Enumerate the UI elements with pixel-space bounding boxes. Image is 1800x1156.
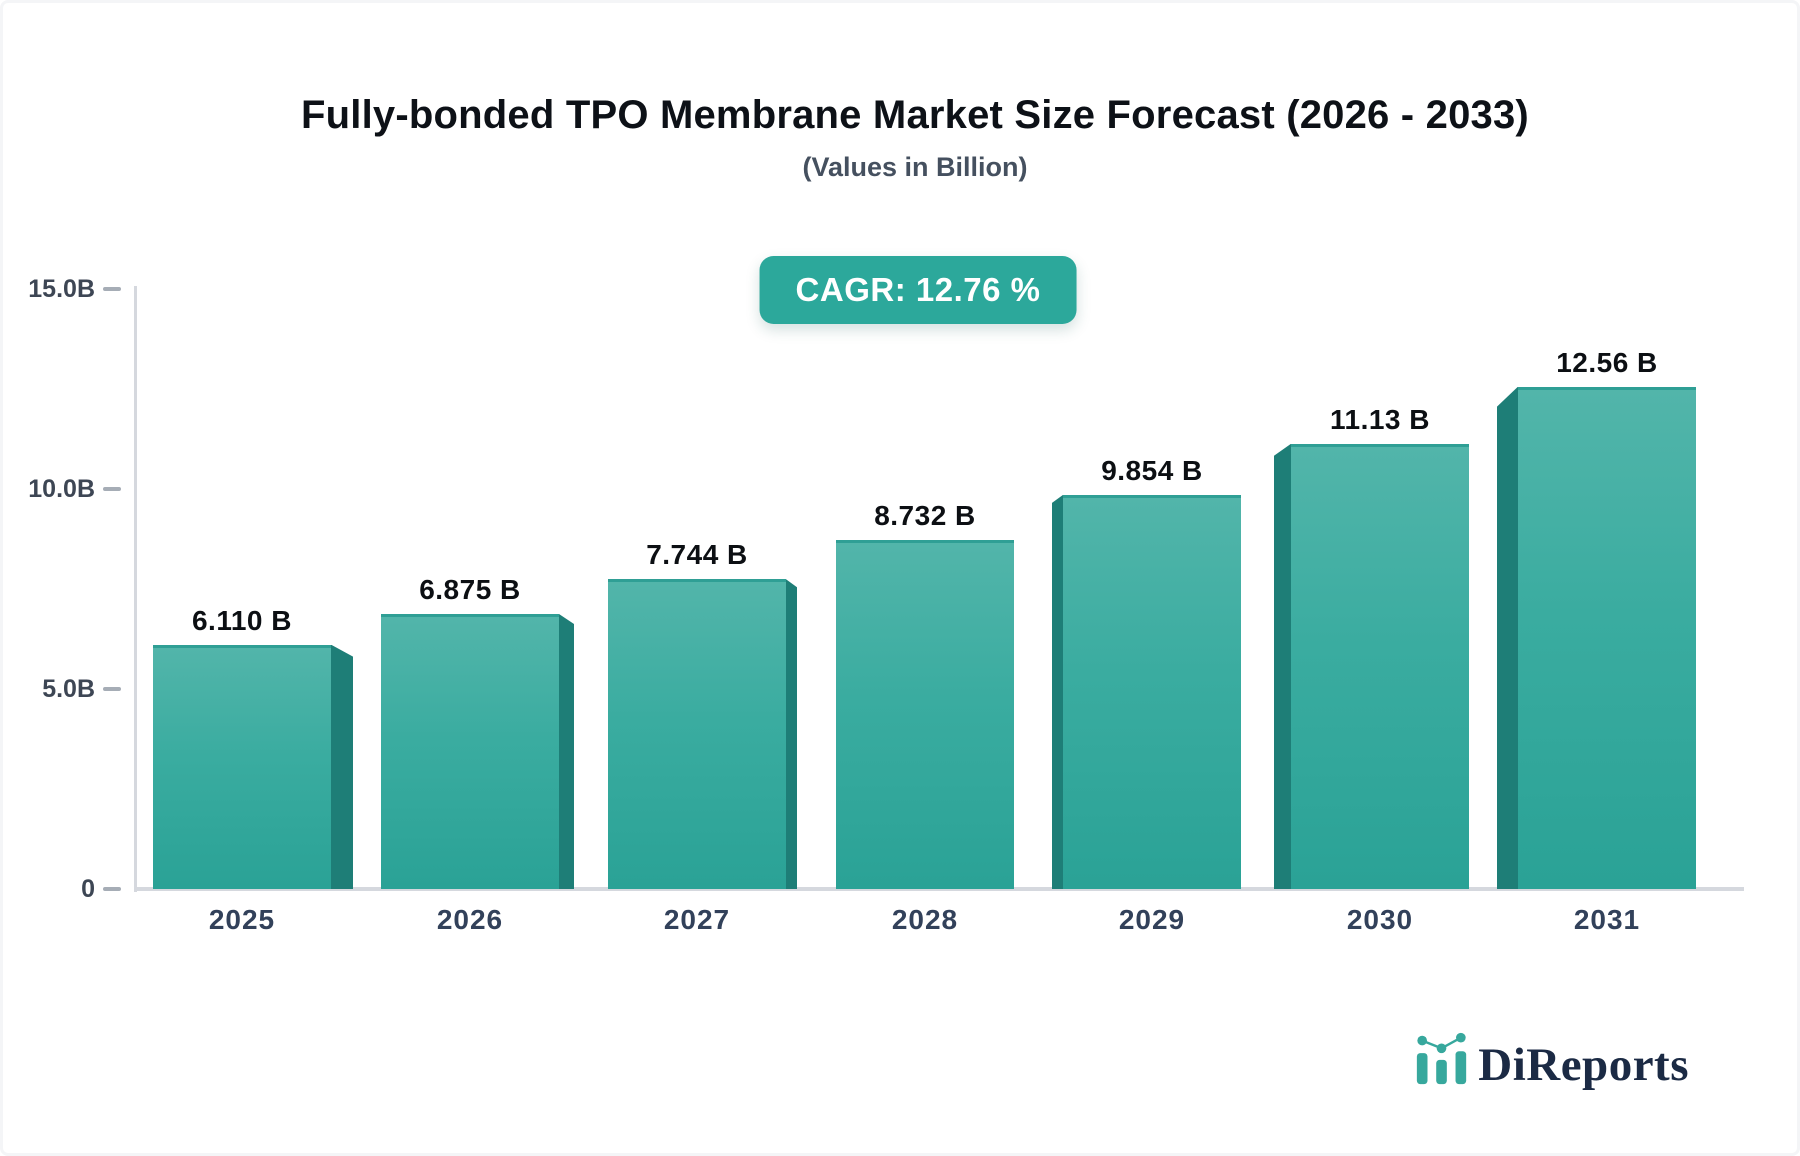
y-axis-tick-label: 10.0B [28,475,95,503]
chart-header: Fully-bonded TPO Membrane Market Size Fo… [33,93,1797,183]
chart-subtitle: (Values in Billion) [802,152,1028,182]
bar-3d-side [1274,443,1291,889]
x-axis-tick-label: 2031 [1573,904,1641,935]
bar [836,539,1014,889]
bar [608,579,786,889]
x-axis-tick-label: 2026 [436,904,504,935]
y-axis-tick [103,287,121,291]
bar [1518,386,1696,889]
x-axis-line [134,887,1744,891]
logo-text: DiReports [1478,1039,1689,1091]
x-axis-tick-label: 2025 [208,904,276,935]
x-axis-tick-label: 2027 [663,904,731,935]
bar-value-label: 9.854 B [1101,454,1203,486]
x-axis-tick-label: 2028 [891,904,959,935]
bar-3d-side [331,644,353,889]
y-axis-tick [103,687,121,691]
y-axis-tick-label: 0 [81,875,95,903]
bar-chart-logo-icon [1417,1032,1467,1085]
bar-value-label: 7.744 B [646,539,748,571]
bar-value-label: 8.732 B [874,499,976,531]
x-axis-tick-label: 2030 [1346,904,1414,935]
y-axis-tick [103,887,121,891]
bar [1291,443,1469,889]
direports-logo: DiReports [1413,1028,1689,1089]
bar-3d-side [786,579,797,889]
bar-value-label: 6.110 B [191,604,293,636]
y-axis-tick-label: 5.0B [42,675,95,703]
bar-3d-side [1052,494,1063,889]
y-axis-tick [103,487,121,491]
chart-title: Fully-bonded TPO Membrane Market Size Fo… [301,93,1529,137]
bar-3d-side [559,614,574,889]
bar-3d-side [1497,386,1518,889]
cagr-badge: CAGR: 12.76 % [759,256,1077,324]
bar-value-label: 12.56 B [1556,346,1658,378]
cagr-badge-label: CAGR: 12.76 % [795,271,1041,308]
bar [153,644,331,889]
y-axis-line [134,286,137,892]
bar-value-label: 6.875 B [419,574,521,605]
bar [381,614,559,889]
bar [1063,494,1241,889]
x-axis-tick-label: 2029 [1118,904,1186,935]
bar-value-label: 11.13 B [1329,403,1431,435]
y-axis-tick-label: 15.0B [28,275,95,303]
bar-chart: 15.0B 10.0B 5.0B 0 6.110 B 2025 6.875 B 2026 7.7… [3,3,1797,1153]
